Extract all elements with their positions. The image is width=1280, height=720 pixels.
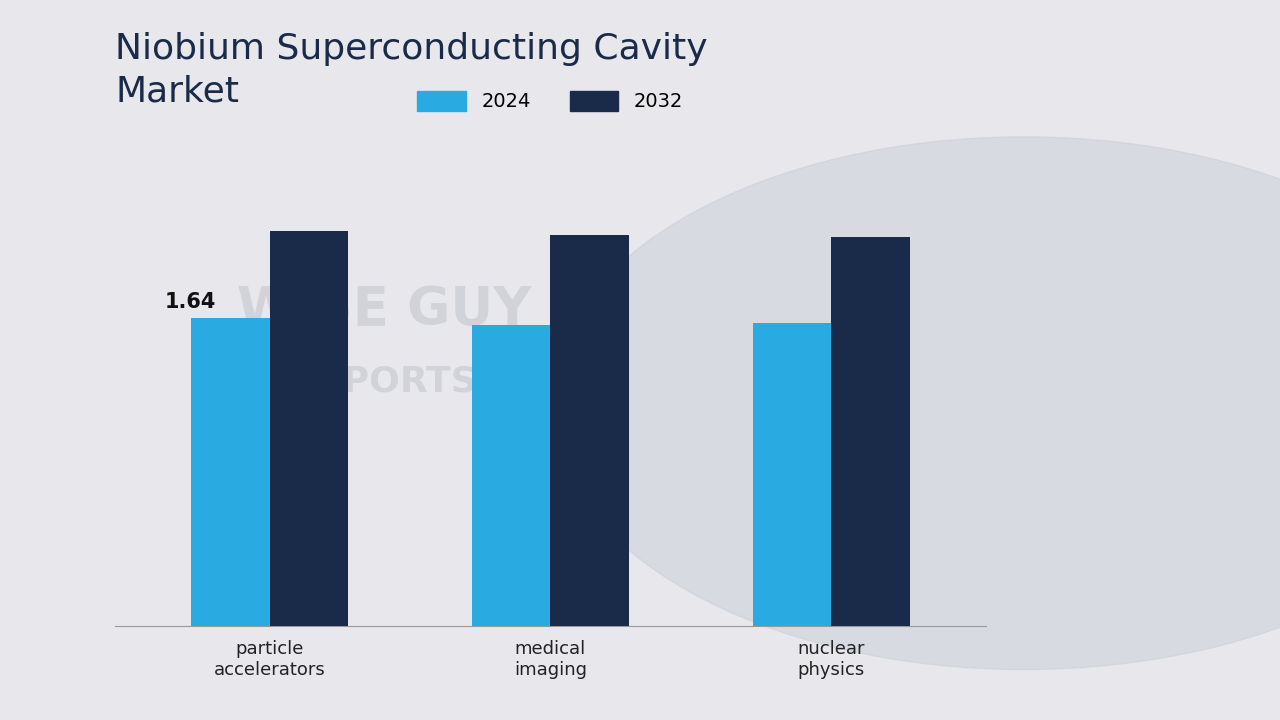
Bar — [831, 237, 910, 626]
Text: Niobium Superconducting Cavity
Market: Niobium Superconducting Cavity Market — [115, 32, 708, 109]
Bar — [753, 323, 831, 626]
Bar — [270, 231, 348, 626]
Bar — [472, 325, 550, 626]
Legend: 2024, 2032: 2024, 2032 — [410, 83, 691, 119]
Bar — [550, 235, 628, 626]
Bar — [191, 318, 270, 626]
Circle shape — [550, 137, 1280, 670]
Text: REPORTS: REPORTS — [291, 364, 477, 399]
Text: WISE GUY: WISE GUY — [237, 284, 531, 336]
Text: 1.64: 1.64 — [165, 292, 216, 312]
